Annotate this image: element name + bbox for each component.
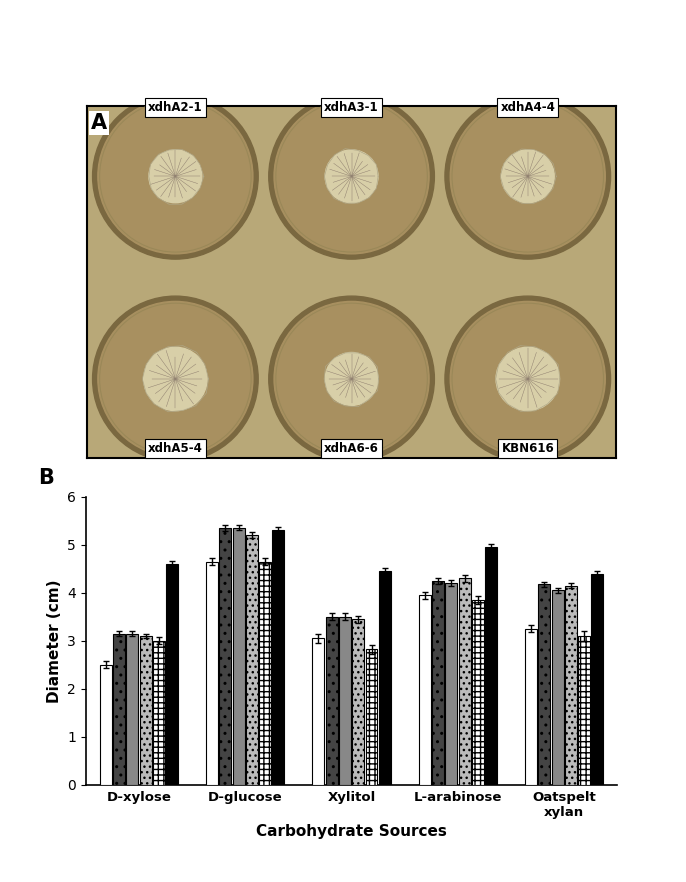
Bar <box>206 562 218 785</box>
Text: B: B <box>38 468 54 488</box>
Circle shape <box>325 353 378 406</box>
Circle shape <box>149 150 202 203</box>
Bar <box>99 665 112 785</box>
Text: xdhA6-6: xdhA6-6 <box>324 442 379 455</box>
Bar <box>418 595 431 785</box>
Circle shape <box>445 296 611 462</box>
Circle shape <box>93 296 258 462</box>
Bar <box>432 580 444 785</box>
Text: A: A <box>91 113 107 133</box>
Circle shape <box>496 348 560 411</box>
Bar <box>326 617 338 785</box>
Bar <box>472 600 484 785</box>
Bar <box>565 586 577 785</box>
Circle shape <box>274 302 429 457</box>
Bar <box>166 564 178 785</box>
Circle shape <box>450 99 605 254</box>
Bar <box>233 528 245 785</box>
Bar <box>259 562 271 785</box>
Circle shape <box>269 93 434 259</box>
Bar <box>458 579 471 785</box>
Text: xdhA3-1: xdhA3-1 <box>324 101 379 114</box>
Circle shape <box>501 150 554 203</box>
Bar <box>272 530 285 785</box>
Bar <box>366 649 377 785</box>
Bar <box>445 583 458 785</box>
Circle shape <box>274 99 429 254</box>
Text: KBN616: KBN616 <box>501 442 554 455</box>
Bar <box>126 633 139 785</box>
Bar <box>153 641 165 785</box>
Text: xdhA5-4: xdhA5-4 <box>148 442 203 455</box>
Circle shape <box>143 348 207 411</box>
Circle shape <box>98 302 253 457</box>
Circle shape <box>269 296 434 462</box>
Text: xdhA4-4: xdhA4-4 <box>500 101 555 114</box>
Y-axis label: Diameter (cm): Diameter (cm) <box>47 579 62 703</box>
Circle shape <box>450 302 605 457</box>
Bar <box>312 639 324 785</box>
Circle shape <box>325 150 378 203</box>
Text: xdhA2-1: xdhA2-1 <box>148 101 202 114</box>
Bar <box>591 573 604 785</box>
X-axis label: Carbohydrate Sources: Carbohydrate Sources <box>256 824 447 839</box>
Bar <box>220 528 231 785</box>
Bar <box>139 636 152 785</box>
Circle shape <box>98 99 253 254</box>
Circle shape <box>445 93 611 259</box>
Bar <box>525 629 537 785</box>
Bar <box>379 572 391 785</box>
Bar <box>352 619 364 785</box>
Bar <box>539 584 550 785</box>
Bar <box>113 633 125 785</box>
Bar <box>339 617 351 785</box>
Bar <box>246 535 258 785</box>
Bar <box>552 590 564 785</box>
Bar <box>578 636 590 785</box>
Circle shape <box>93 93 258 259</box>
Bar <box>485 547 497 785</box>
